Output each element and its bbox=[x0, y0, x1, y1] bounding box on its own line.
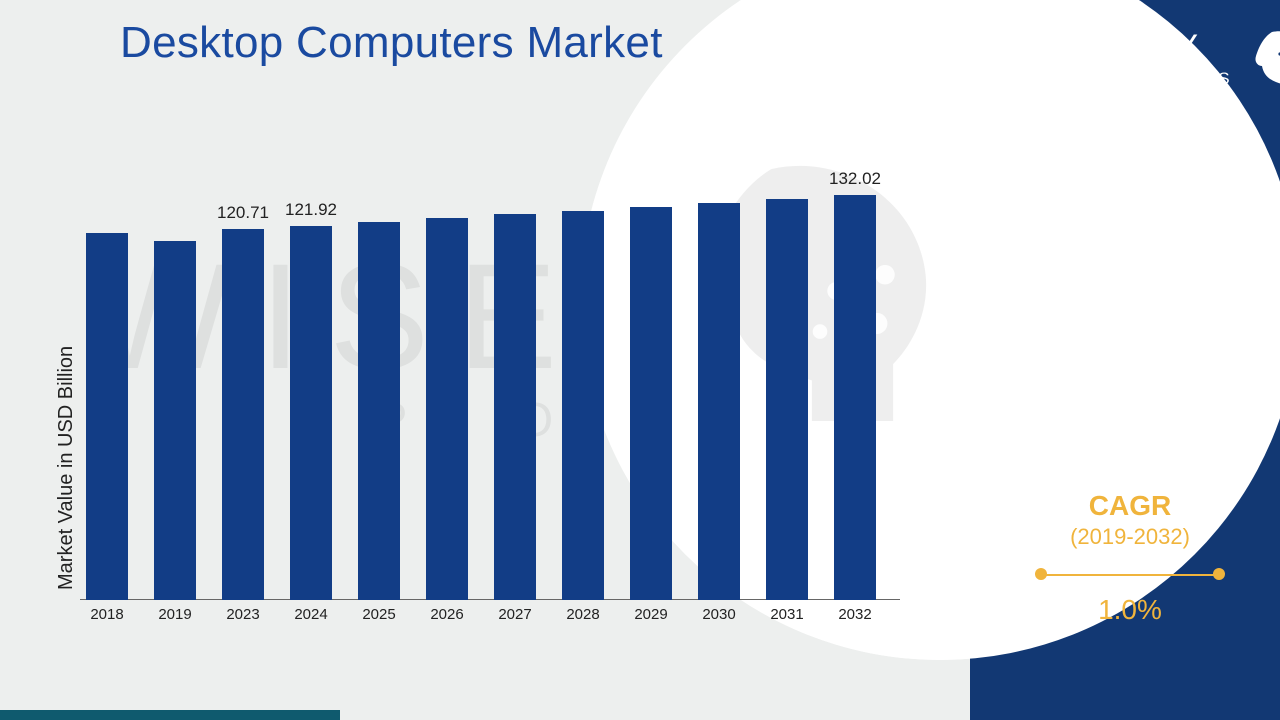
bar bbox=[834, 195, 876, 600]
bar bbox=[426, 218, 468, 600]
x-tick-label: 2019 bbox=[158, 606, 191, 623]
logo-text-main: WISE GUY bbox=[1000, 28, 1240, 67]
bar-value-label: 121.92 bbox=[285, 200, 337, 220]
head-icon bbox=[1252, 28, 1280, 98]
x-tick-label: 2023 bbox=[226, 606, 259, 623]
chart-title: Desktop Computers Market bbox=[120, 18, 663, 68]
bar-value-label: 132.02 bbox=[829, 169, 881, 189]
footer-accent-bar bbox=[0, 710, 340, 720]
bar bbox=[630, 207, 672, 600]
bar-value-label: 120.71 bbox=[217, 203, 269, 223]
bar bbox=[766, 199, 808, 600]
y-axis-label: Market Value in USD Billion bbox=[55, 346, 78, 590]
bar bbox=[222, 229, 264, 600]
bar bbox=[698, 203, 740, 600]
cagr-dot-right bbox=[1213, 568, 1225, 580]
bar bbox=[562, 211, 604, 600]
cagr-value: 1.0% bbox=[1020, 594, 1240, 626]
x-tick-label: 2027 bbox=[498, 606, 531, 623]
cagr-dot-left bbox=[1035, 568, 1047, 580]
brand-logo: WISE GUY R E P O R T S bbox=[1000, 28, 1280, 98]
bar bbox=[358, 222, 400, 600]
cagr-block: CAGR (2019-2032) 1.0% bbox=[1020, 490, 1240, 626]
cagr-line bbox=[1041, 574, 1219, 576]
x-tick-label: 2024 bbox=[294, 606, 327, 623]
cagr-divider bbox=[1041, 564, 1219, 584]
x-tick-label: 2031 bbox=[770, 606, 803, 623]
stage: WISE GUY R E P O R T S Desktop Computers… bbox=[0, 0, 1280, 720]
bar bbox=[290, 226, 332, 600]
x-tick-label: 2029 bbox=[634, 606, 667, 623]
logo-text-sub: R E P O R T S bbox=[1000, 69, 1240, 89]
bar bbox=[494, 214, 536, 600]
x-tick-label: 2018 bbox=[90, 606, 123, 623]
bar-chart: 201820192023120.712024121.92202520262027… bbox=[80, 170, 900, 600]
bar bbox=[154, 241, 196, 600]
x-tick-label: 2025 bbox=[362, 606, 395, 623]
cagr-title: CAGR bbox=[1020, 490, 1240, 522]
bar bbox=[86, 233, 128, 600]
x-tick-label: 2030 bbox=[702, 606, 735, 623]
cagr-years: (2019-2032) bbox=[1020, 524, 1240, 550]
x-tick-label: 2028 bbox=[566, 606, 599, 623]
x-tick-label: 2032 bbox=[838, 606, 871, 623]
x-tick-label: 2026 bbox=[430, 606, 463, 623]
